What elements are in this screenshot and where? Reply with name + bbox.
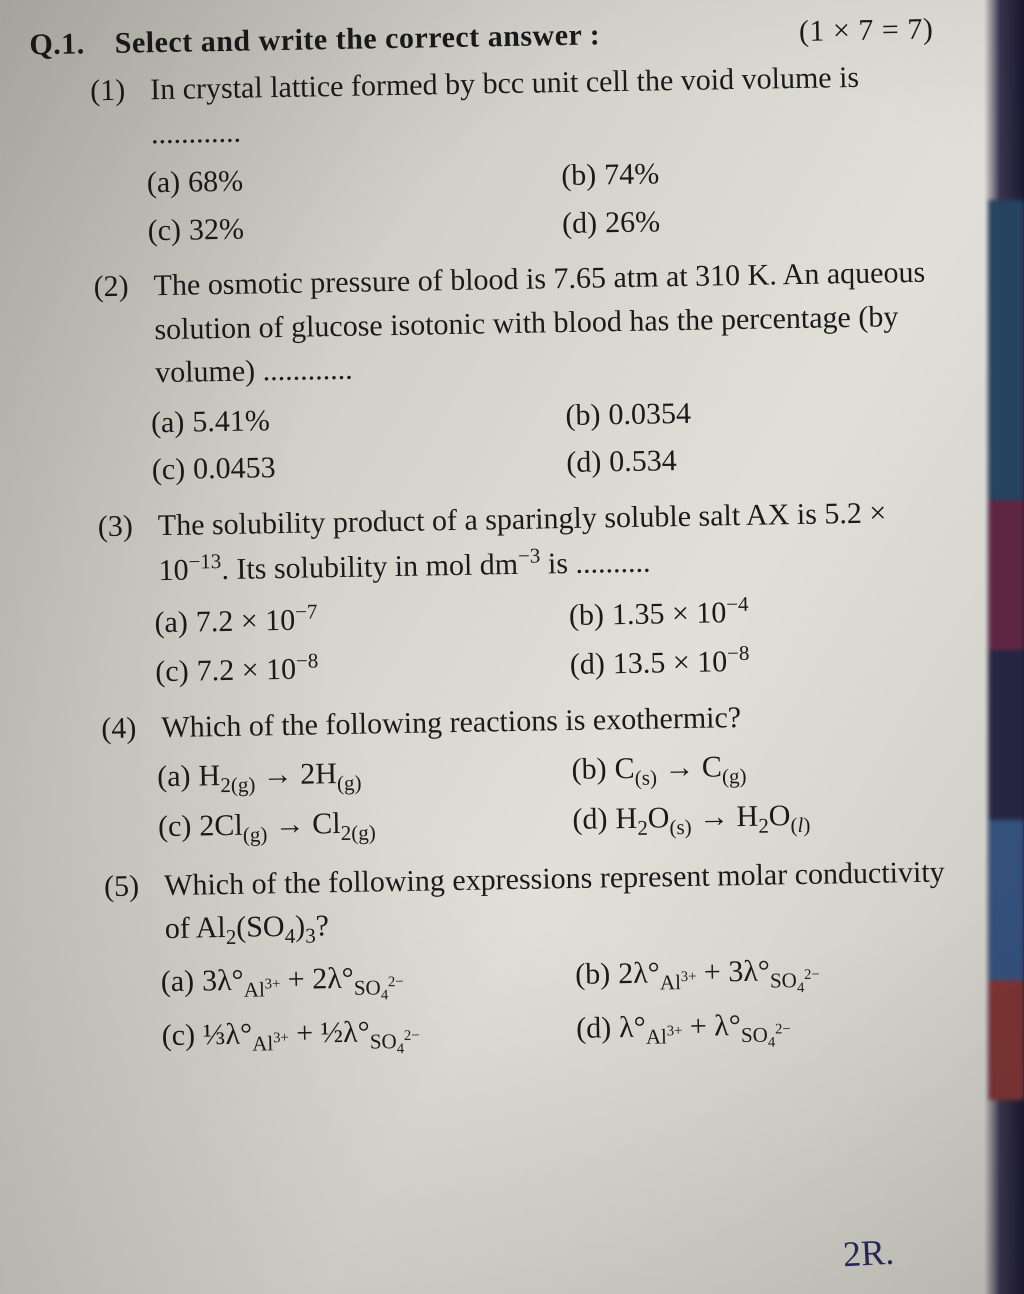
q5-options: (a)3λ°Al3+ + 2λ°SO42− (b)2λ°Al3+ + 3λ°SO… bbox=[160, 946, 971, 1065]
q3-opt-c: (c)7.2 × 10−8 bbox=[155, 641, 550, 693]
q1-options: (a)68% (b)74% (c)32% (d)26% bbox=[146, 147, 956, 252]
header-title: Select and write the correct answer : bbox=[114, 18, 600, 60]
q5-opt-b: (b)2λ°Al3+ + 3λ°SO42− bbox=[575, 946, 970, 1003]
q1-num: (1) bbox=[90, 68, 142, 156]
handwritten-signature: 2R. bbox=[842, 1231, 895, 1276]
q2-options: (a)5.41% (b)0.0354 (c)0.0453 (d)0.534 bbox=[151, 387, 961, 492]
q2-num: (2) bbox=[93, 264, 145, 395]
question-2: (2) The osmotic pressure of blood is 7.6… bbox=[93, 250, 961, 493]
q3-text: The solubility product of a sparingly so… bbox=[157, 490, 962, 593]
q5-opt-d: (d)λ°Al3+ + λ°SO42− bbox=[576, 1000, 971, 1057]
q4-opt-d: (d)H2O(s) → H2O(l) bbox=[572, 792, 967, 845]
q4-text: Which of the following reactions is exot… bbox=[161, 696, 741, 750]
q2-opt-d: (d)0.534 bbox=[566, 434, 961, 484]
q1-opt-b: (b)74% bbox=[561, 147, 956, 197]
q5-num: (5) bbox=[104, 864, 156, 955]
q1-opt-a: (a)68% bbox=[146, 154, 541, 204]
q4-opt-b: (b)C(s) → C(g) bbox=[571, 741, 966, 794]
q4-opt-c: (c)2Cl(g) → Cl2(g) bbox=[158, 799, 553, 852]
q1-opt-d: (d)26% bbox=[562, 195, 957, 245]
q3-opt-a: (a)7.2 × 10−7 bbox=[154, 592, 549, 644]
q2-opt-c: (c)0.0453 bbox=[151, 441, 546, 491]
q2-opt-b: (b)0.0354 bbox=[565, 387, 960, 437]
exam-page: Q.1. Select and write the correct answer… bbox=[0, 0, 1024, 1294]
q1-text: In crystal lattice formed by bcc unit ce… bbox=[150, 54, 955, 155]
header-marks: (1 × 7 = 7) bbox=[799, 13, 934, 49]
q2-opt-a: (a)5.41% bbox=[151, 394, 546, 444]
question-5: (5) Which of the following expressions r… bbox=[104, 850, 971, 1066]
question-1: (1) In crystal lattice formed by bcc uni… bbox=[90, 54, 957, 253]
question-header: Q.1. Select and write the correct answer… bbox=[29, 12, 953, 62]
q4-options: (a)H2(g) → 2H(g) (b)C(s) → C(g) (c)2Cl(g… bbox=[157, 741, 968, 852]
q4-opt-a: (a)H2(g) → 2H(g) bbox=[157, 748, 552, 801]
q3-num: (3) bbox=[97, 504, 149, 594]
question-4: (4) Which of the following reactions is … bbox=[101, 692, 967, 853]
question-3: (3) The solubility product of a sparingl… bbox=[97, 490, 964, 695]
q5-opt-a: (a)3λ°Al3+ + 2λ°SO42− bbox=[160, 953, 555, 1010]
q5-text: Which of the following expressions repre… bbox=[164, 850, 969, 954]
q5-opt-c: (c)⅓λ°Al3+ + ½λ°SO42− bbox=[161, 1008, 556, 1065]
q1-opt-c: (c)32% bbox=[147, 202, 542, 252]
q3-options: (a)7.2 × 10−7 (b)1.35 × 10−4 (c)7.2 × 10… bbox=[154, 585, 965, 694]
q2-text: The osmotic pressure of blood is 7.65 at… bbox=[153, 250, 959, 395]
q3-opt-b: (b)1.35 × 10−4 bbox=[569, 585, 964, 637]
q4-num: (4) bbox=[101, 706, 152, 750]
header-qnum: Q.1. bbox=[29, 27, 85, 62]
q3-opt-d: (d)13.5 × 10−8 bbox=[569, 634, 964, 686]
